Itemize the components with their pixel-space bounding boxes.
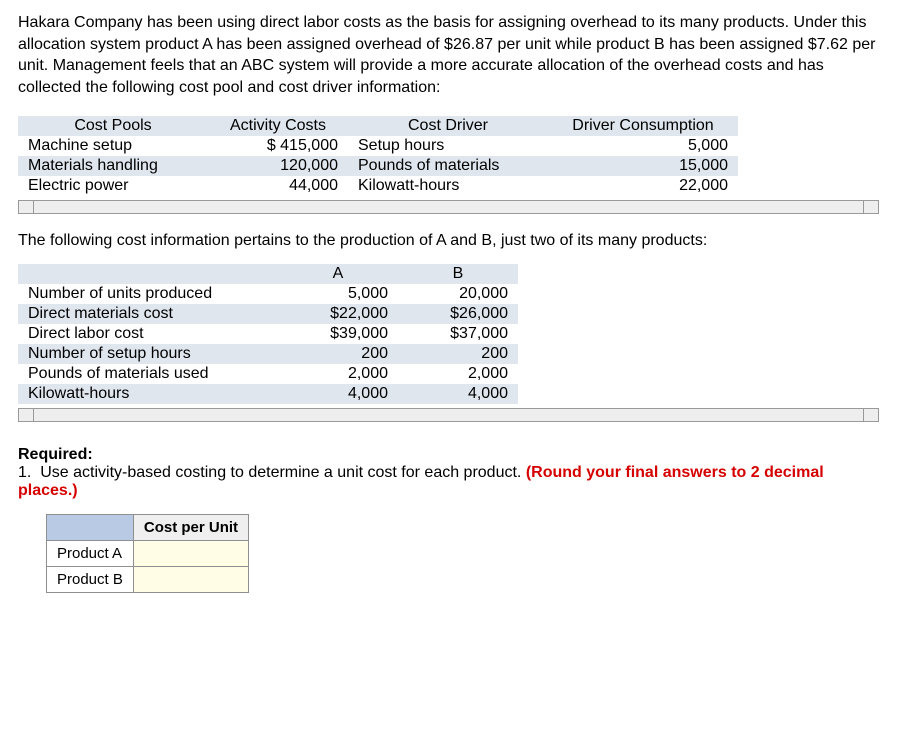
cell: 44,000 <box>208 176 348 196</box>
table-row: Number of setup hours 200 200 <box>18 344 518 364</box>
item-text: Use activity-based costing to determine … <box>40 464 521 481</box>
table-row: Direct labor cost $39,000 $37,000 <box>18 324 518 344</box>
required-item: 1. Use activity-based costing to determi… <box>18 464 879 500</box>
cell: $26,000 <box>398 304 518 324</box>
cell: Kilowatt-hours <box>18 384 278 404</box>
required-label: Required: <box>18 446 879 464</box>
table-header-row: A B <box>18 264 518 284</box>
cost-pool-table: Cost Pools Activity Costs Cost Driver Dr… <box>18 116 738 196</box>
cell: Materials handling <box>18 156 208 176</box>
cell: 2,000 <box>278 364 398 384</box>
cell: 22,000 <box>548 176 738 196</box>
horizontal-scrollbar[interactable] <box>18 408 879 422</box>
required-section: Required: 1. Use activity-based costing … <box>18 446 879 500</box>
cell: $37,000 <box>398 324 518 344</box>
table-row: Materials handling 120,000 Pounds of mat… <box>18 156 738 176</box>
cell: Setup hours <box>348 136 548 156</box>
table-row: Electric power 44,000 Kilowatt-hours 22,… <box>18 176 738 196</box>
col-cost-driver: Cost Driver <box>348 116 548 136</box>
cell: Pounds of materials used <box>18 364 278 384</box>
cell: 4,000 <box>278 384 398 404</box>
table-header-row: Cost per Unit <box>47 514 249 540</box>
col-cost-per-unit: Cost per Unit <box>133 514 248 540</box>
cell: Direct labor cost <box>18 324 278 344</box>
cell: 4,000 <box>398 384 518 404</box>
cell: Number of setup hours <box>18 344 278 364</box>
table-header-row: Cost Pools Activity Costs Cost Driver Dr… <box>18 116 738 136</box>
intro-paragraph: Hakara Company has been using direct lab… <box>18 12 879 98</box>
product-a-input[interactable] <box>133 540 248 566</box>
cell: $ 415,000 <box>208 136 348 156</box>
corner-cell <box>47 514 134 540</box>
answer-table: Cost per Unit Product A Product B <box>46 514 249 593</box>
col-a: A <box>278 264 398 284</box>
col-b: B <box>398 264 518 284</box>
mid-paragraph: The following cost information pertains … <box>18 230 879 252</box>
cell: 15,000 <box>548 156 738 176</box>
table-row: Direct materials cost $22,000 $26,000 <box>18 304 518 324</box>
cell: Number of units produced <box>18 284 278 304</box>
table-row: Kilowatt-hours 4,000 4,000 <box>18 384 518 404</box>
horizontal-scrollbar[interactable] <box>18 200 879 214</box>
cell: Machine setup <box>18 136 208 156</box>
table-row: Product A <box>47 540 249 566</box>
cell: $39,000 <box>278 324 398 344</box>
row-label: Product B <box>47 566 134 592</box>
col-driver-consumption: Driver Consumption <box>548 116 738 136</box>
product-b-input[interactable] <box>133 566 248 592</box>
cell: 200 <box>278 344 398 364</box>
table-row: Product B <box>47 566 249 592</box>
cell: 120,000 <box>208 156 348 176</box>
cell: 20,000 <box>398 284 518 304</box>
col-blank <box>18 264 278 284</box>
cell: 5,000 <box>278 284 398 304</box>
cell: 5,000 <box>548 136 738 156</box>
cell: 2,000 <box>398 364 518 384</box>
item-number: 1. <box>18 464 31 481</box>
product-cost-table: A B Number of units produced 5,000 20,00… <box>18 264 518 404</box>
cell: Direct materials cost <box>18 304 278 324</box>
cell: Kilowatt-hours <box>348 176 548 196</box>
col-activity-costs: Activity Costs <box>208 116 348 136</box>
cell: $22,000 <box>278 304 398 324</box>
table-row: Pounds of materials used 2,000 2,000 <box>18 364 518 384</box>
row-label: Product A <box>47 540 134 566</box>
col-cost-pools: Cost Pools <box>18 116 208 136</box>
table-row: Number of units produced 5,000 20,000 <box>18 284 518 304</box>
cell: Pounds of materials <box>348 156 548 176</box>
cell: 200 <box>398 344 518 364</box>
table-row: Machine setup $ 415,000 Setup hours 5,00… <box>18 136 738 156</box>
cell: Electric power <box>18 176 208 196</box>
